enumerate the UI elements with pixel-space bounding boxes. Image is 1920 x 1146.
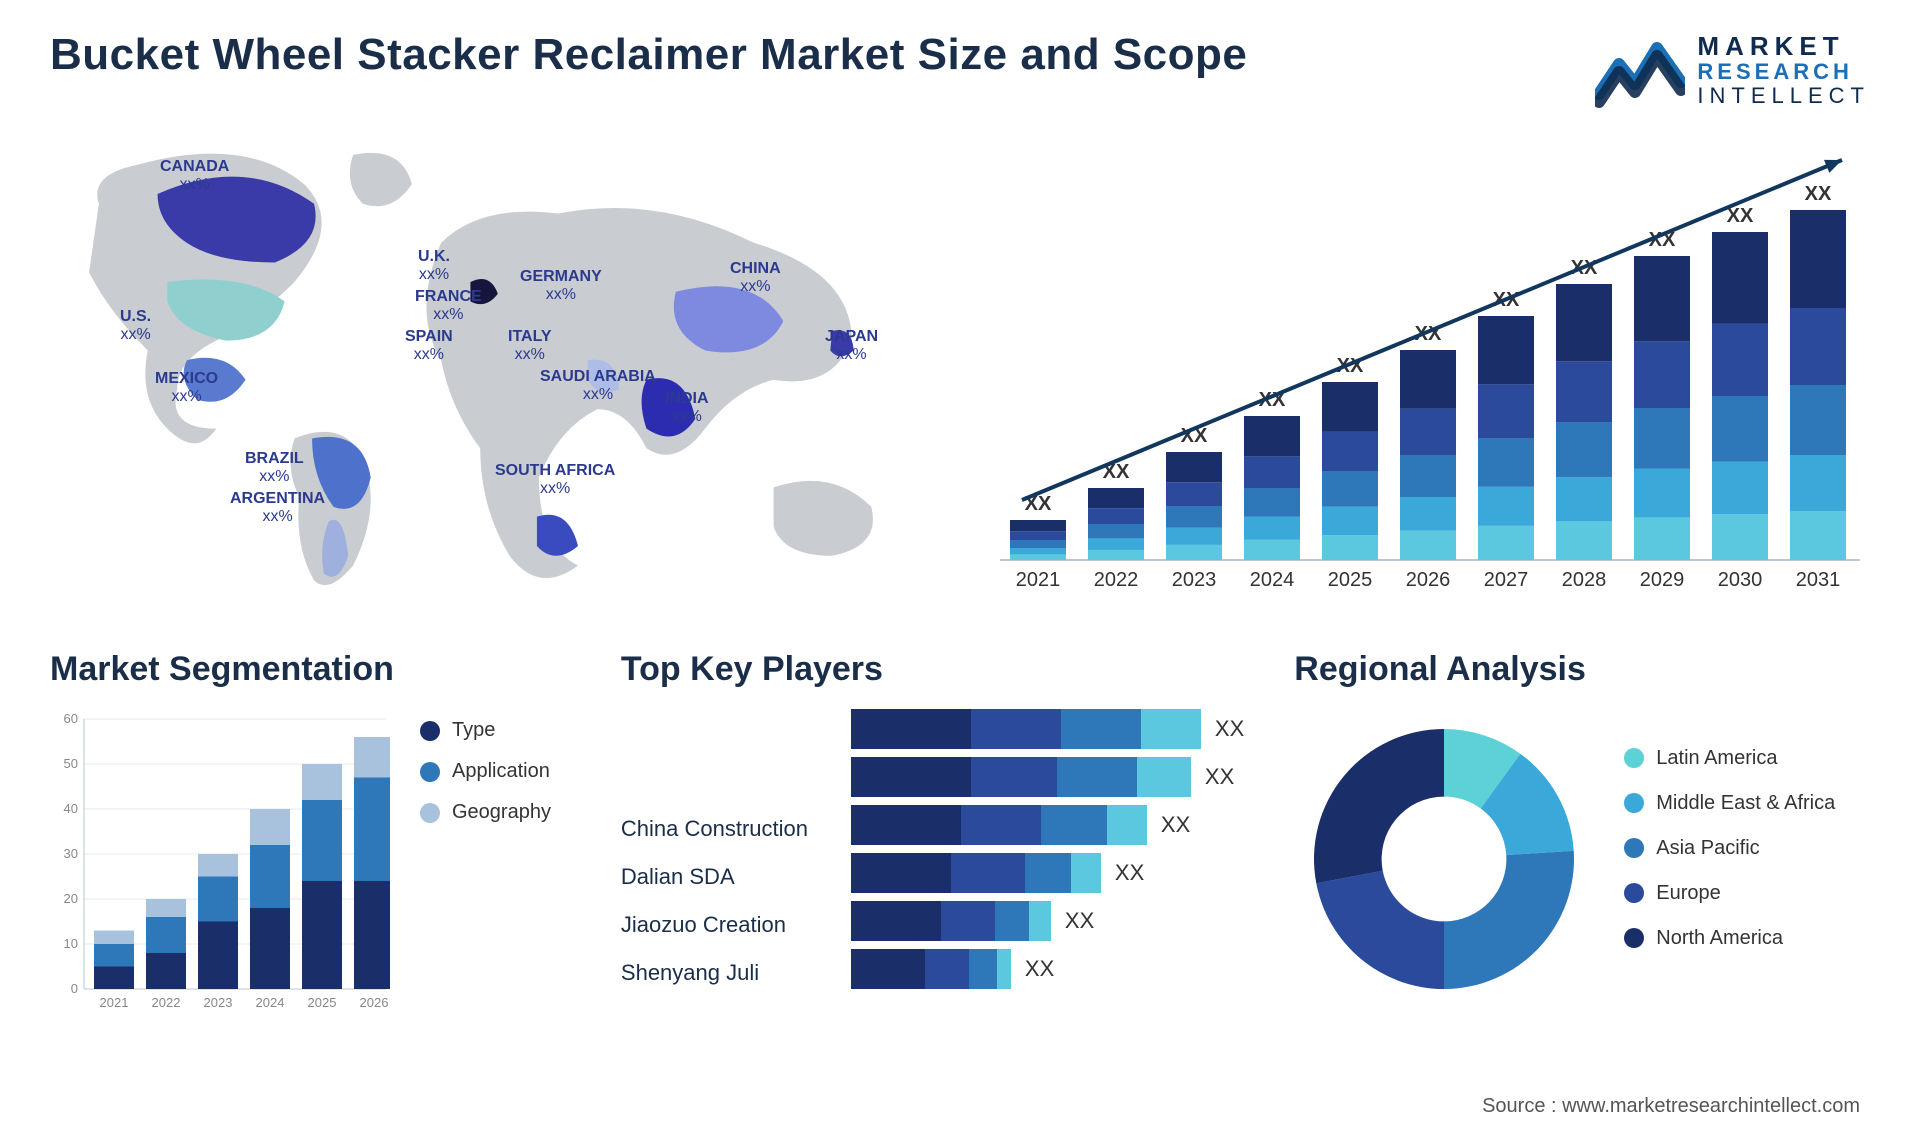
player-row: XX — [851, 757, 1244, 797]
svg-text:XX: XX — [1727, 205, 1754, 227]
svg-text:60: 60 — [64, 711, 78, 726]
country-label: GERMANYxx% — [520, 268, 602, 305]
source-text: Source : www.marketresearchintellect.com — [1482, 1095, 1860, 1118]
regional-title: Regional Analysis — [1294, 650, 1870, 689]
player-label: China Construction — [621, 805, 831, 853]
player-label: Dalian SDA — [621, 853, 831, 901]
country-label: U.S.xx% — [120, 308, 151, 345]
player-row: XX — [851, 805, 1244, 845]
svg-text:2022: 2022 — [1094, 569, 1139, 591]
svg-text:2026: 2026 — [1406, 569, 1451, 591]
legend-item: Geography — [420, 801, 551, 824]
players-labels: China ConstructionDalian SDAJiaozuo Crea… — [621, 709, 831, 997]
legend-item: Latin America — [1624, 747, 1835, 770]
country-label: SAUDI ARABIAxx% — [540, 368, 656, 405]
legend-item: Type — [420, 719, 551, 742]
player-row: XX — [851, 949, 1244, 989]
svg-text:2029: 2029 — [1640, 569, 1685, 591]
svg-text:2028: 2028 — [1562, 569, 1607, 591]
legend-item: Asia Pacific — [1624, 837, 1835, 860]
segmentation-title: Market Segmentation — [50, 650, 571, 689]
svg-text:2025: 2025 — [1328, 569, 1373, 591]
growth-chart: XX2021XX2022XX2023XX2024XX2025XX2026XX20… — [970, 130, 1870, 610]
svg-text:30: 30 — [64, 846, 78, 861]
legend-item: Europe — [1624, 882, 1835, 905]
player-row: XX — [851, 901, 1244, 941]
country-label: INDIAxx% — [665, 390, 709, 427]
brand-logo: MARKET RESEARCH INTELLECT — [1595, 30, 1870, 110]
country-label: ARGENTINAxx% — [230, 490, 325, 527]
svg-text:2021: 2021 — [1016, 569, 1061, 591]
svg-text:2024: 2024 — [1250, 569, 1295, 591]
player-row: XX — [851, 853, 1244, 893]
svg-text:40: 40 — [64, 801, 78, 816]
svg-text:10: 10 — [64, 936, 78, 951]
world-map-panel: CANADAxx% U.S.xx%MEXICOxx% BRAZILxx%ARGENT… — [50, 130, 930, 610]
segmentation-legend: Type Application Geography — [420, 719, 551, 842]
growth-chart-panel: XX2021XX2022XX2023XX2024XX2025XX2026XX20… — [970, 130, 1870, 610]
brand-line2: RESEARCH — [1697, 60, 1870, 84]
player-label: Jiaozuo Creation — [621, 901, 831, 949]
players-bars: XX XX XX XX XX XX — [851, 709, 1244, 997]
country-label: FRANCExx% — [415, 288, 482, 325]
brand-line3: INTELLECT — [1697, 84, 1870, 108]
svg-text:2023: 2023 — [1172, 569, 1217, 591]
svg-text:2030: 2030 — [1718, 569, 1763, 591]
legend-item: Middle East & Africa — [1624, 792, 1835, 815]
country-label: JAPANxx% — [825, 328, 878, 365]
brand-mark-icon — [1595, 30, 1685, 110]
player-label — [621, 757, 831, 805]
brand-line1: MARKET — [1697, 32, 1870, 61]
country-label: SOUTH AFRICAxx% — [495, 462, 615, 499]
svg-text:0: 0 — [71, 981, 78, 996]
country-label: SPAINxx% — [405, 328, 453, 365]
svg-text:2031: 2031 — [1796, 569, 1841, 591]
svg-text:2022: 2022 — [152, 995, 181, 1010]
svg-text:50: 50 — [64, 756, 78, 771]
country-label: BRAZILxx% — [245, 450, 304, 487]
svg-text:2027: 2027 — [1484, 569, 1529, 591]
svg-text:2025: 2025 — [308, 995, 337, 1010]
svg-text:XX: XX — [1805, 183, 1832, 205]
regional-legend: Latin America Middle East & Africa Asia Pa… — [1624, 747, 1835, 972]
svg-text:2026: 2026 — [360, 995, 389, 1010]
players-title: Top Key Players — [621, 650, 1244, 689]
country-label: CHINAxx% — [730, 260, 781, 297]
page-title: Bucket Wheel Stacker Reclaimer Market Si… — [50, 30, 1247, 80]
svg-text:2023: 2023 — [204, 995, 233, 1010]
country-label: U.K.xx% — [418, 248, 450, 285]
country-label: CANADAxx% — [160, 158, 229, 195]
regional-donut — [1294, 709, 1594, 1009]
svg-text:20: 20 — [64, 891, 78, 906]
legend-item: Application — [420, 760, 551, 783]
player-label — [621, 709, 831, 757]
svg-text:2021: 2021 — [100, 995, 129, 1010]
legend-item: North America — [1624, 927, 1835, 950]
segmentation-chart: 0 10 20 30 40 50 60 2021 2022 2023 2024 2025 2026 — [50, 709, 390, 1019]
country-label: ITALYxx% — [508, 328, 552, 365]
player-label: Shenyang Juli — [621, 949, 831, 997]
player-row: XX — [851, 709, 1244, 749]
country-label: MEXICOxx% — [155, 370, 218, 407]
svg-text:2024: 2024 — [256, 995, 285, 1010]
